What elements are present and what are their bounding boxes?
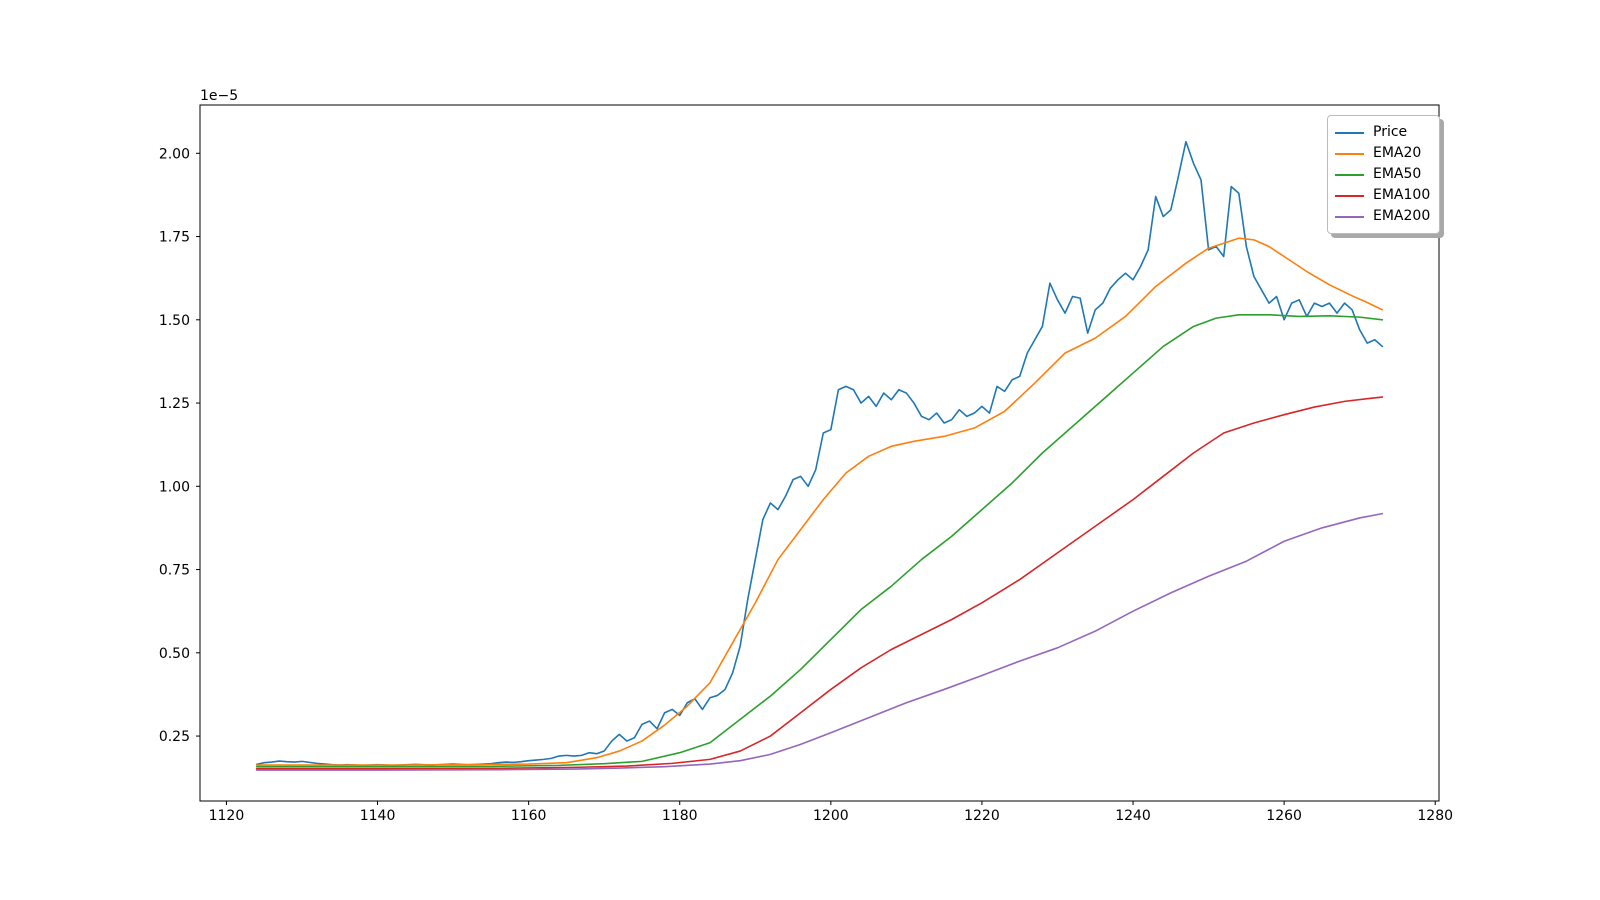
- legend-label: EMA200: [1373, 208, 1431, 224]
- x-tick-label: 1120: [209, 808, 245, 824]
- legend-line-swatch: [1335, 152, 1364, 155]
- x-tick-label: 1180: [662, 808, 698, 824]
- y-tick-label: 1.75: [159, 230, 190, 246]
- legend-item: EMA20: [1335, 143, 1431, 164]
- legend-line-swatch: [1335, 215, 1364, 218]
- legend-item: EMA200: [1335, 206, 1431, 227]
- y-tick-label: 1.25: [159, 396, 190, 412]
- legend-label: EMA20: [1373, 145, 1422, 161]
- ema100-line: [255, 396, 1384, 770]
- y-tick-label: 2.00: [159, 146, 190, 162]
- legend-item: EMA50: [1335, 164, 1431, 185]
- x-tick-label: 1260: [1266, 808, 1302, 824]
- legend-item: Price: [1335, 122, 1431, 143]
- plot-border: [199, 104, 1440, 802]
- legend-label: EMA50: [1373, 166, 1422, 182]
- y-axis-offset-label: 1e−5: [200, 88, 238, 104]
- x-tick-label: 1140: [360, 808, 396, 824]
- series-lines: [255, 140, 1384, 771]
- legend-line-swatch: [1335, 173, 1364, 176]
- price-line: [255, 140, 1384, 767]
- legend-line-swatch: [1335, 194, 1364, 197]
- legend-item: EMA100: [1335, 185, 1431, 206]
- legend-label: Price: [1373, 124, 1408, 140]
- x-tick-label: 1240: [1115, 808, 1151, 824]
- ema200-line: [255, 512, 1384, 771]
- x-tick-label: 1280: [1417, 808, 1453, 824]
- axes: 1120 1140 1160 1180 1200 1220 1240 1260 1280 0.25…: [159, 104, 1453, 824]
- x-tick-label: 1220: [964, 808, 1000, 824]
- y-tick-label: 1.00: [159, 479, 190, 495]
- legend-label: EMA100: [1373, 187, 1431, 203]
- y-tick-label: 0.75: [159, 563, 190, 579]
- y-tick-label: 0.25: [159, 729, 190, 745]
- y-tick-label: 0.50: [159, 646, 190, 662]
- y-tick-label: 1.50: [159, 313, 190, 329]
- ema20-line: [255, 237, 1384, 766]
- x-tick-label: 1160: [511, 808, 547, 824]
- ema50-line: [255, 313, 1384, 768]
- legend: Price EMA20 EMA50 EMA100 EMA200: [1327, 115, 1440, 234]
- x-tick-label: 1200: [813, 808, 849, 824]
- legend-line-swatch: [1335, 131, 1364, 134]
